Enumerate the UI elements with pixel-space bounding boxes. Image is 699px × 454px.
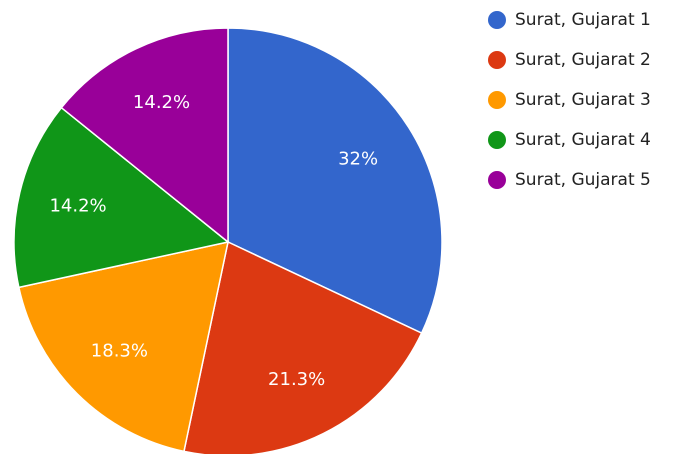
pie-slice xyxy=(13,106,230,289)
legend-swatch xyxy=(488,11,506,29)
legend-swatch xyxy=(488,91,506,109)
pie-slice xyxy=(60,27,229,244)
data-label: 14.2% xyxy=(133,92,190,113)
legend-label: Surat, Gujarat 2 xyxy=(515,50,651,70)
legend-label: Surat, Gujarat 3 xyxy=(515,90,651,110)
data-label: 18.3% xyxy=(91,340,148,361)
legend-label: Surat, Gujarat 5 xyxy=(515,170,651,190)
legend-label: Surat, Gujarat 1 xyxy=(515,10,651,30)
pie-slice xyxy=(183,240,423,454)
legend-swatch xyxy=(488,131,506,149)
data-label: 32% xyxy=(338,148,378,169)
pie-slice xyxy=(17,241,229,453)
legend-swatch xyxy=(488,171,506,189)
legend-swatch xyxy=(488,51,506,69)
data-label: 21.3% xyxy=(268,369,325,390)
legend-label: Surat, Gujarat 4 xyxy=(515,130,651,150)
pie-slice xyxy=(227,27,443,335)
data-label: 14.2% xyxy=(49,196,106,217)
